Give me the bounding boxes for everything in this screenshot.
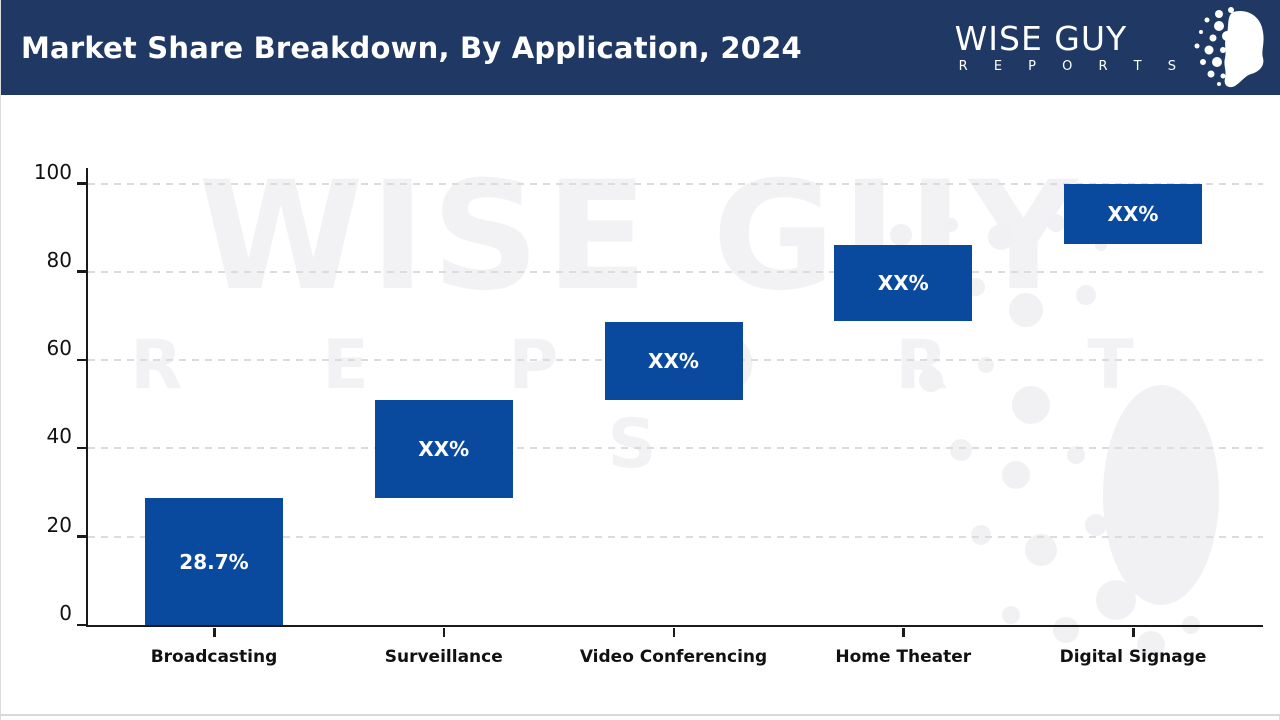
logo: WISE GUY R E P O R T S bbox=[955, 6, 1267, 90]
bar-video-conferencing: XX% bbox=[604, 322, 743, 400]
y-tick-label-40: 40 bbox=[46, 424, 72, 449]
x-tick-mark-0 bbox=[213, 628, 216, 637]
bottom-divider bbox=[1, 714, 1280, 716]
y-tick-mark-40 bbox=[77, 446, 86, 450]
logo-subtext: R E P O R T S bbox=[958, 58, 1187, 74]
plot-area: 0 20 40 60 80 100 28.7% Broadcasting XX% Surveill… bbox=[34, 160, 1263, 667]
x-axis-label-home-theater: Home Theater bbox=[835, 647, 972, 667]
x-axis-label-surveillance: Surveillance bbox=[384, 647, 503, 667]
y-tick-mark-100 bbox=[77, 182, 86, 185]
x-axis-label-video-conferencing: Video Conferencing bbox=[579, 647, 768, 667]
header-bar: Market Share Breakdown, By Application, … bbox=[1, 0, 1280, 95]
x-tick-mark-3 bbox=[902, 628, 905, 637]
y-tick-mark-0 bbox=[77, 623, 86, 626]
gridline-100 bbox=[88, 182, 1263, 185]
y-tick-label-80: 80 bbox=[46, 247, 72, 272]
logo-face-icon bbox=[1194, 6, 1264, 87]
y-tick-mark-20 bbox=[77, 535, 86, 538]
y-tick-mark-60 bbox=[77, 358, 86, 362]
bar-value-label: XX% bbox=[648, 349, 699, 374]
chart-area: WISE GUY R E P O R T S 0 20 40 60 80 100 28.7%… bbox=[1, 95, 1280, 714]
x-tick-mark-4 bbox=[1132, 628, 1135, 637]
page-title: Market Share Breakdown, By Application, … bbox=[21, 30, 802, 65]
bar-value-label: XX% bbox=[418, 437, 470, 462]
x-tick-mark-2 bbox=[672, 628, 675, 637]
x-tick-mark-1 bbox=[442, 628, 446, 637]
bar-home-theater: XX% bbox=[834, 244, 973, 321]
y-tick-label-20: 20 bbox=[46, 512, 72, 537]
bar-value-label: XX% bbox=[877, 270, 929, 295]
gridline-20 bbox=[88, 535, 1263, 538]
gridline-80 bbox=[88, 270, 1263, 273]
y-tick-label-100: 100 bbox=[33, 159, 72, 184]
y-tick-label-0: 0 bbox=[59, 601, 72, 625]
logo-text: WISE GUY R E P O R T S bbox=[955, 22, 1187, 74]
x-axis-label-broadcasting: Broadcasting bbox=[150, 647, 278, 667]
bar-value-label: XX% bbox=[1107, 201, 1159, 226]
bar-digital-signage: XX% bbox=[1064, 183, 1202, 245]
bar-broadcasting: 28.7% bbox=[145, 498, 283, 625]
gridline-40 bbox=[88, 447, 1263, 450]
y-tick-mark-80 bbox=[77, 270, 86, 273]
bar-value-label: 28.7% bbox=[179, 549, 249, 574]
logo-wordmark: WISE GUY bbox=[954, 18, 1128, 58]
x-axis-label-digital-signage: Digital Signage bbox=[1059, 647, 1207, 667]
bar-surveillance: XX% bbox=[374, 399, 513, 499]
y-tick-label-60: 60 bbox=[46, 336, 72, 361]
